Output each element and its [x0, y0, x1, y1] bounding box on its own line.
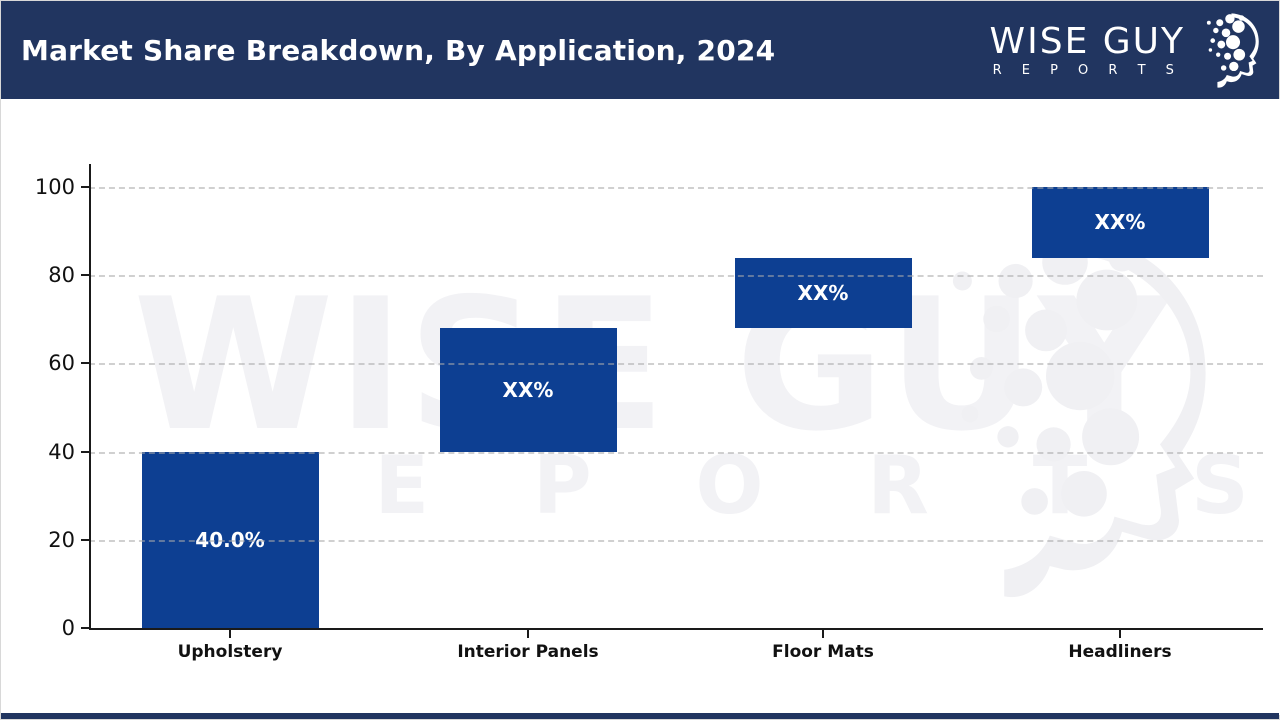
x-axis-line: [89, 628, 1263, 630]
ytick-mark-80: [81, 274, 89, 277]
ytick-mark-0: [81, 627, 89, 629]
ytick-mark-20: [81, 538, 89, 541]
ytick-label-60: 60: [48, 351, 75, 376]
bar-interior-panels: XX%: [439, 328, 617, 452]
xtick-mark-1: [229, 630, 231, 638]
ytick-label-40: 40: [48, 439, 75, 464]
bars-layer: 40.0% XX% XX% XX%: [1, 99, 1280, 715]
logo-subtitle: R E P O R T S: [992, 63, 1182, 78]
ytick-label-100: 100: [34, 175, 75, 199]
ytick-mark-40: [81, 450, 89, 453]
bar-headliners: XX%: [1031, 187, 1209, 258]
chart-title: Market Share Breakdown, By Application, …: [21, 33, 776, 67]
ytick-mark-60: [81, 362, 89, 365]
footer-bar: [1, 713, 1279, 719]
y-axis-line: [89, 164, 91, 630]
bar-value-label: XX%: [1094, 210, 1146, 235]
logo-head-icon: [1187, 7, 1265, 93]
bar-floor-mats: XX%: [734, 257, 912, 329]
logo-wordmark: WISE GUY: [989, 21, 1185, 62]
wise-guy-logo: WISE GUY R E P O R T S: [990, 7, 1266, 93]
header: Market Share Breakdown, By Application, …: [1, 1, 1279, 99]
ytick-mark-100: [81, 186, 89, 188]
bar-value-label: XX%: [502, 377, 554, 402]
ytick-label-0: 0: [61, 616, 75, 640]
xtick-mark-4: [1119, 630, 1121, 638]
xtick-label-interior-panels: Interior Panels: [457, 642, 599, 662]
ytick-label-20: 20: [48, 527, 75, 552]
xtick-label-headliners: Headliners: [1068, 642, 1172, 662]
xtick-label-floor-mats: Floor Mats: [772, 642, 874, 662]
xtick-mark-3: [822, 630, 824, 638]
bar-value-label: XX%: [797, 280, 849, 305]
bar-value-label: 40.0%: [195, 527, 265, 552]
xtick-mark-2: [527, 630, 529, 638]
bar-upholstery: 40.0%: [141, 451, 319, 628]
axis-ticks-layer: 0 20 40 60 80 100 Upholstery Interior Panels Flo…: [1, 99, 1280, 715]
xtick-label-upholstery: Upholstery: [177, 642, 283, 662]
ytick-label-80: 80: [48, 263, 75, 288]
